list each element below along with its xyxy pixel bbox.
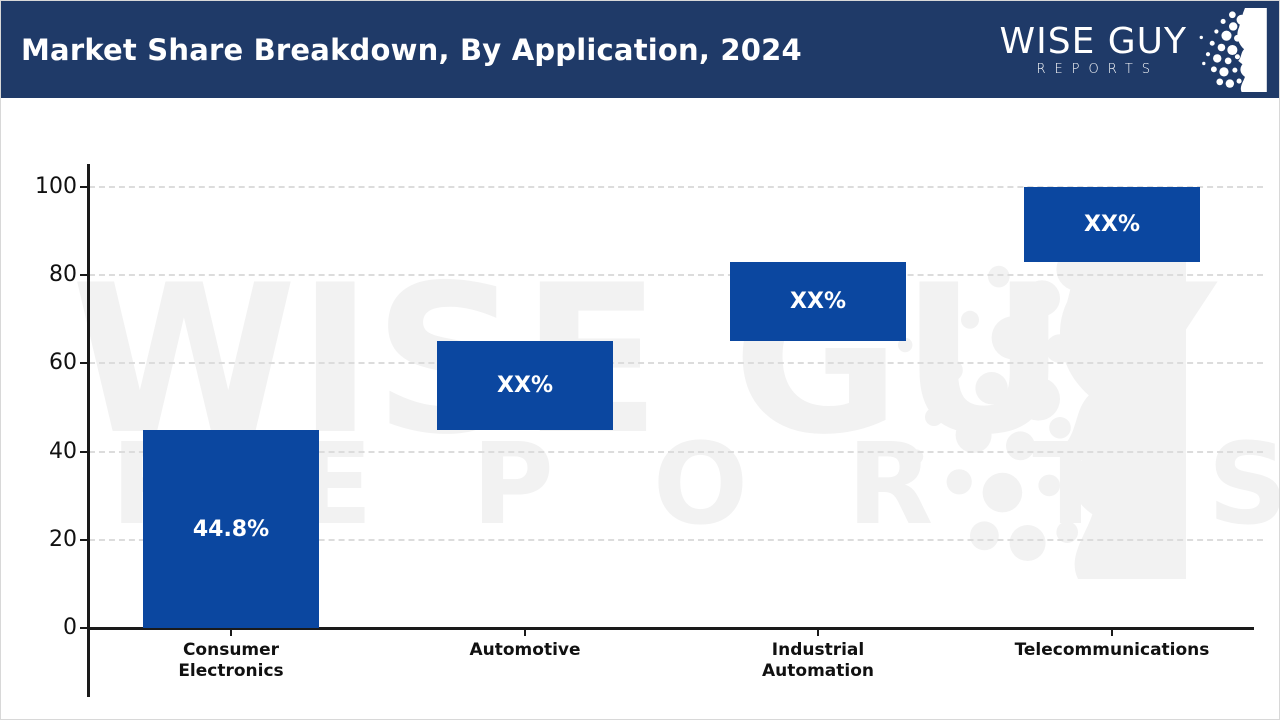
x-category-label-industrial-automation: Industrial Automation bbox=[678, 640, 958, 682]
x-category-label-consumer-electronics: Consumer Electronics bbox=[91, 640, 371, 682]
gridline-20 bbox=[89, 538, 1263, 541]
brand-name: WISE GUY bbox=[999, 20, 1187, 62]
x-tick-mark-automotive bbox=[524, 628, 526, 636]
x-tick-mark-industrial-automation bbox=[817, 628, 819, 636]
bar-industrial-automation: XX% bbox=[730, 261, 906, 342]
bar-telecommunications: XX% bbox=[1024, 187, 1200, 262]
bar-value-label-automotive: XX% bbox=[497, 373, 553, 399]
x-category-label-line: Telecommunications bbox=[1014, 640, 1210, 660]
y-tick-mark-100 bbox=[80, 186, 89, 188]
chart-title: Market Share Breakdown, By Application, … bbox=[21, 32, 802, 67]
x-axis-line bbox=[87, 627, 1254, 630]
y-tick-mark-60 bbox=[80, 362, 89, 365]
gridline-40 bbox=[89, 450, 1263, 453]
bar-automotive: XX% bbox=[437, 341, 613, 431]
plot-area: 0 20 40 60 80 100 44.8% Consumer Electronics XX% A… bbox=[1, 98, 1279, 719]
y-tick-label-40: 40 bbox=[49, 438, 77, 464]
x-category-label-line: Electronics bbox=[178, 661, 284, 681]
y-tick-label-20: 20 bbox=[49, 526, 77, 552]
header-bar: Market Share Breakdown, By Application, … bbox=[1, 1, 1280, 98]
x-category-label-line: Industrial bbox=[771, 640, 865, 660]
y-tick-mark-40 bbox=[80, 450, 89, 453]
bar-value-label-industrial-automation: XX% bbox=[790, 289, 846, 315]
x-category-label-line: Consumer bbox=[182, 640, 280, 660]
y-tick-label-60: 60 bbox=[49, 350, 77, 376]
brand-logo: WISE GUY REPORTS bbox=[999, 7, 1280, 92]
x-tick-mark-consumer-electronics bbox=[230, 628, 232, 636]
brand-subname: REPORTS bbox=[1036, 61, 1160, 77]
y-tick-mark-80 bbox=[80, 274, 89, 277]
x-category-label-automotive: Automotive bbox=[385, 640, 665, 661]
x-category-label-line: Automotive bbox=[469, 640, 581, 660]
y-tick-label-80: 80 bbox=[49, 262, 77, 288]
bar-consumer-electronics: 44.8% bbox=[143, 430, 319, 628]
x-tick-mark-telecommunications bbox=[1111, 628, 1113, 636]
x-category-label-telecommunications: Telecommunications bbox=[972, 640, 1252, 661]
brand-logo-text: WISE GUY REPORTS bbox=[999, 20, 1188, 77]
gridline-60 bbox=[89, 362, 1263, 365]
watermark-text-line1: WISE GUY bbox=[71, 242, 1216, 480]
y-tick-label-100: 100 bbox=[35, 174, 77, 199]
bar-value-label-telecommunications: XX% bbox=[1084, 211, 1140, 237]
x-category-label-line: Automation bbox=[762, 661, 874, 681]
y-tick-label-0: 0 bbox=[63, 615, 77, 640]
y-tick-mark-20 bbox=[80, 538, 89, 541]
gridline-100 bbox=[89, 186, 1263, 188]
y-tick-mark-0 bbox=[80, 627, 89, 629]
gridline-80 bbox=[89, 274, 1263, 277]
y-axis-line bbox=[87, 164, 90, 697]
brand-dotted-head-icon bbox=[1199, 7, 1267, 92]
bar-value-label-consumer-electronics: 44.8% bbox=[192, 516, 270, 542]
